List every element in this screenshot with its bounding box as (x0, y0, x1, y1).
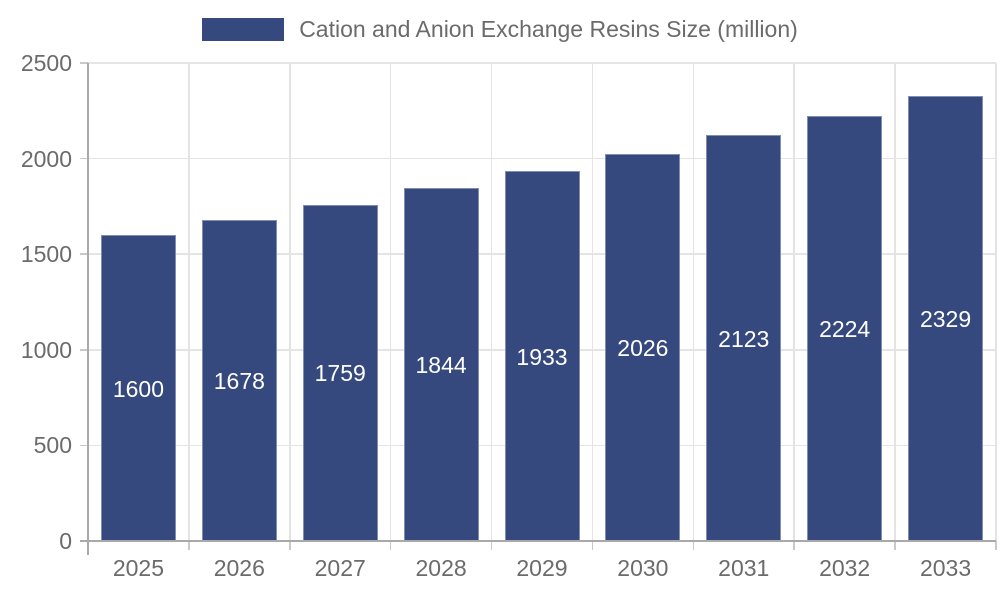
bar: 2329 (908, 95, 984, 541)
x-axis-label: 2026 (213, 555, 265, 581)
bar-value-label: 2329 (919, 305, 972, 332)
x-tick (591, 541, 594, 550)
legend-label: Cation and Anion Exchange Resins Size (m… (299, 16, 798, 42)
bar-value-label: 2123 (718, 325, 770, 352)
x-tick (289, 541, 291, 550)
y-axis-label: 1500 (20, 241, 72, 268)
bar: 2224 (807, 115, 883, 541)
x-tick (692, 541, 695, 550)
bar-value-label: 1759 (314, 360, 366, 387)
bar-value-label: 1600 (112, 375, 165, 402)
bar-value-label: 1844 (415, 352, 467, 379)
bar: 2123 (706, 135, 782, 541)
x-gridline (591, 63, 594, 541)
x-gridline (692, 63, 695, 541)
y-tick (80, 349, 88, 351)
bar-value-label: 1678 (213, 368, 265, 395)
x-gridline (188, 63, 190, 541)
x-axis-label: 2030 (617, 555, 669, 581)
x-gridline (894, 63, 896, 541)
x-axis-label: 2033 (919, 555, 972, 581)
x-tick (793, 541, 795, 550)
y-tick (80, 157, 88, 160)
x-gridline (793, 63, 795, 541)
bar: 1844 (403, 188, 479, 541)
x-axis-label: 2028 (415, 555, 467, 581)
bar: 1759 (302, 204, 378, 541)
x-tick (490, 541, 493, 550)
x-axis-label: 2029 (516, 555, 568, 581)
bar: 2026 (605, 153, 681, 541)
x-axis-label: 2032 (819, 555, 871, 581)
bar-value-label: 2026 (617, 334, 669, 361)
y-axis-line (87, 63, 89, 555)
x-tick (188, 541, 190, 550)
y-axis-label: 2000 (20, 145, 72, 172)
x-tick (995, 541, 997, 550)
bar-value-label: 2224 (819, 315, 871, 342)
y-tick (80, 253, 88, 255)
bar: 1678 (201, 220, 277, 541)
bar: 1600 (100, 235, 176, 541)
y-axis-label: 1000 (20, 336, 72, 363)
y-axis-label: 2500 (20, 50, 72, 76)
y-axis-label: 500 (33, 432, 72, 459)
x-axis-line (80, 540, 996, 542)
legend: Cation and Anion Exchange Resins Size (m… (0, 15, 1000, 43)
x-tick (389, 541, 392, 550)
x-gridline (289, 63, 291, 541)
x-tick (894, 541, 896, 550)
x-axis-label: 2025 (112, 555, 165, 581)
y-gridline (88, 62, 996, 64)
bar: 1933 (504, 171, 580, 541)
y-tick (80, 444, 88, 447)
x-gridline (490, 63, 493, 541)
bar-value-label: 1933 (516, 343, 568, 370)
x-axis-label: 2031 (718, 555, 770, 581)
y-tick (80, 62, 88, 64)
x-gridline (389, 63, 392, 541)
y-gridline (88, 157, 996, 160)
x-gridline (995, 63, 997, 541)
y-axis-label: 0 (59, 528, 72, 554)
x-axis-label: 2027 (314, 555, 366, 581)
legend-swatch (202, 17, 285, 41)
